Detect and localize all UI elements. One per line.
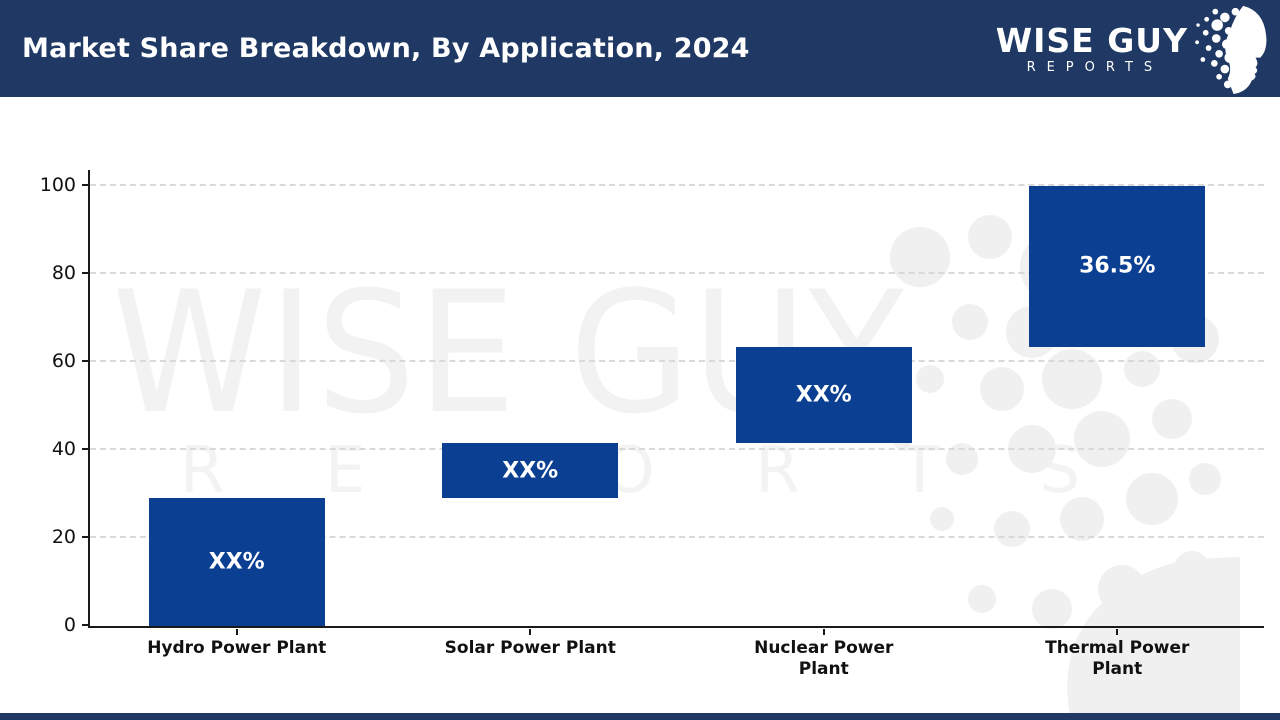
y-tick-mark xyxy=(82,624,88,626)
gridline xyxy=(90,271,1264,274)
y-tick-label: 0 xyxy=(63,614,76,636)
gridline xyxy=(90,535,1264,538)
brand-logo-text: WISE GUY REPORTS xyxy=(996,24,1188,74)
brand-head-icon xyxy=(1195,5,1267,94)
brand-name: WISE GUY xyxy=(995,20,1188,60)
bar: 36.5% xyxy=(1029,185,1206,347)
bar: XX% xyxy=(735,346,912,444)
x-tick-mark xyxy=(1116,628,1119,635)
x-category-label: Nuclear Power Plant xyxy=(754,638,894,680)
brand-logo: WISE GUY REPORTS xyxy=(996,4,1270,94)
bar-value-label: XX% xyxy=(502,458,559,484)
bar: XX% xyxy=(442,443,619,499)
bar-value-label: XX% xyxy=(208,549,265,575)
plot-region: 0 20 40 60 80 100 XX% Hydro Power Plant XX% Solar… xyxy=(40,170,1264,679)
y-tick-label: 60 xyxy=(51,349,76,372)
gridline xyxy=(90,359,1264,362)
y-tick-mark xyxy=(82,359,88,362)
x-tick-mark xyxy=(822,628,825,635)
y-tick-mark xyxy=(82,183,88,186)
gridline xyxy=(90,183,1264,186)
footer-bar xyxy=(0,713,1280,720)
y-tick-label: 80 xyxy=(51,261,76,284)
x-category-label: Hydro Power Plant xyxy=(147,638,327,658)
bar: XX% xyxy=(148,498,325,626)
header-bar: Market Share Breakdown, By Application, … xyxy=(0,0,1280,97)
chart-area: WISE GUY R E P O R T S 0 20 40 60 80 100 XX% Hy… xyxy=(0,97,1280,713)
bar-value-label: XX% xyxy=(795,382,852,408)
y-tick-mark xyxy=(82,535,88,538)
page-title: Market Share Breakdown, By Application, … xyxy=(22,33,750,64)
y-tick-label: 20 xyxy=(51,525,76,548)
gridline xyxy=(90,447,1264,450)
y-tick-label: 100 xyxy=(39,173,76,196)
y-tick-label: 40 xyxy=(51,437,76,460)
y-tick-mark xyxy=(82,271,88,274)
y-tick-mark xyxy=(82,447,88,450)
x-category-label: Thermal Power Plant xyxy=(1045,638,1190,680)
brand-subname: REPORTS xyxy=(1026,59,1164,75)
x-tick-mark xyxy=(235,628,238,635)
x-category-label: Solar Power Plant xyxy=(444,638,616,658)
bar-value-label: 36.5% xyxy=(1079,253,1156,279)
x-tick-mark xyxy=(529,628,532,635)
